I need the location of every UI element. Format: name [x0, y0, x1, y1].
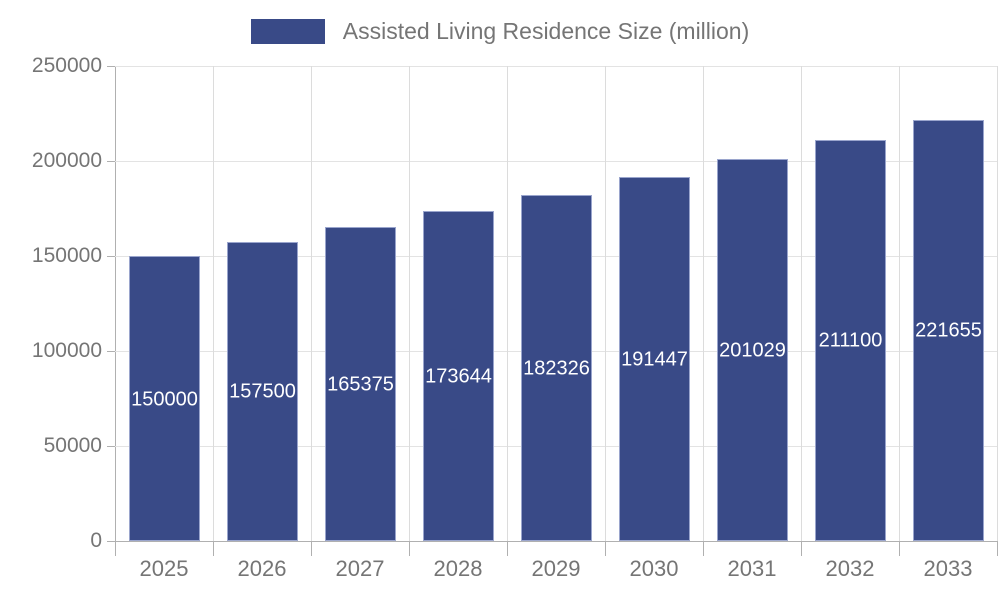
- x-axis-tick-label: 2033: [923, 556, 973, 581]
- x-tick: [409, 541, 410, 556]
- x-tick: [703, 541, 704, 556]
- bar-value-label: 201029: [719, 339, 786, 362]
- x-tick: [507, 541, 508, 556]
- x-axis-tick-label: 2025: [139, 556, 189, 581]
- bar-value-label: 165375: [327, 373, 394, 396]
- x-axis-tick-label: 2032: [825, 556, 875, 581]
- x-tick: [899, 541, 900, 556]
- bar-value-label: 182326: [523, 357, 590, 380]
- bar: 221655: [913, 119, 984, 541]
- x-axis-tick-label: 2031: [727, 556, 777, 581]
- bar: 173644: [423, 211, 494, 541]
- h-gridline: [115, 66, 997, 67]
- v-gridline: [997, 66, 998, 541]
- v-gridline: [311, 66, 312, 541]
- bar: 165375: [325, 226, 396, 541]
- y-axis-tick-label: 150000: [31, 244, 102, 267]
- legend: Assisted Living Residence Size (million): [0, 18, 1000, 45]
- x-tick: [997, 541, 998, 556]
- h-gridline: [115, 161, 997, 162]
- bar: 211100: [815, 139, 886, 541]
- y-axis-tick-label: 0: [90, 529, 102, 552]
- bar: 201029: [717, 159, 788, 541]
- y-tick: [107, 256, 115, 257]
- y-axis-tick-label: 50000: [43, 434, 102, 457]
- x-tick: [311, 541, 312, 556]
- x-axis-tick-label: 2026: [237, 556, 287, 581]
- y-axis-tick-label: 250000: [31, 54, 102, 77]
- v-gridline: [703, 66, 704, 541]
- y-axis-line: [115, 66, 116, 541]
- x-tick: [213, 541, 214, 556]
- x-axis-tick-label: 2027: [335, 556, 385, 581]
- plot-area: 150000 157500 165375 173644 182326 191447 2010…: [115, 66, 998, 542]
- legend-label: Assisted Living Residence Size (million): [342, 18, 750, 44]
- bar-value-label: 157500: [229, 380, 296, 403]
- bar-value-label: 150000: [131, 388, 198, 410]
- bar: 191447: [619, 177, 690, 541]
- y-tick: [107, 351, 115, 352]
- x-tick: [605, 541, 606, 556]
- v-gridline: [605, 66, 606, 541]
- x-tick: [115, 541, 116, 556]
- y-axis-tick-label: 200000: [31, 149, 102, 172]
- v-gridline: [507, 66, 508, 541]
- bar: 182326: [521, 194, 592, 541]
- v-gridline: [899, 66, 900, 541]
- legend-swatch: [250, 19, 325, 44]
- y-tick: [107, 446, 115, 447]
- bar: 157500: [227, 241, 298, 542]
- x-tick: [801, 541, 802, 556]
- v-gridline: [213, 66, 214, 541]
- bar-value-label: 211100: [818, 329, 883, 352]
- bar-value-label: 173644: [425, 365, 492, 388]
- v-gridline: [409, 66, 410, 541]
- bar: 150000: [129, 256, 200, 541]
- y-tick: [107, 66, 115, 67]
- y-axis-tick-label: 100000: [31, 339, 102, 362]
- bar-value-label: 221655: [915, 319, 982, 342]
- v-gridline: [801, 66, 802, 541]
- x-axis-tick-label: 2029: [531, 556, 581, 581]
- bar-value-label: 191447: [621, 348, 688, 371]
- x-axis-tick-label: 2028: [433, 556, 483, 581]
- x-axis-line: [107, 541, 997, 542]
- y-tick: [107, 541, 115, 542]
- y-tick: [107, 161, 115, 162]
- x-axis-tick-label: 2030: [629, 556, 679, 581]
